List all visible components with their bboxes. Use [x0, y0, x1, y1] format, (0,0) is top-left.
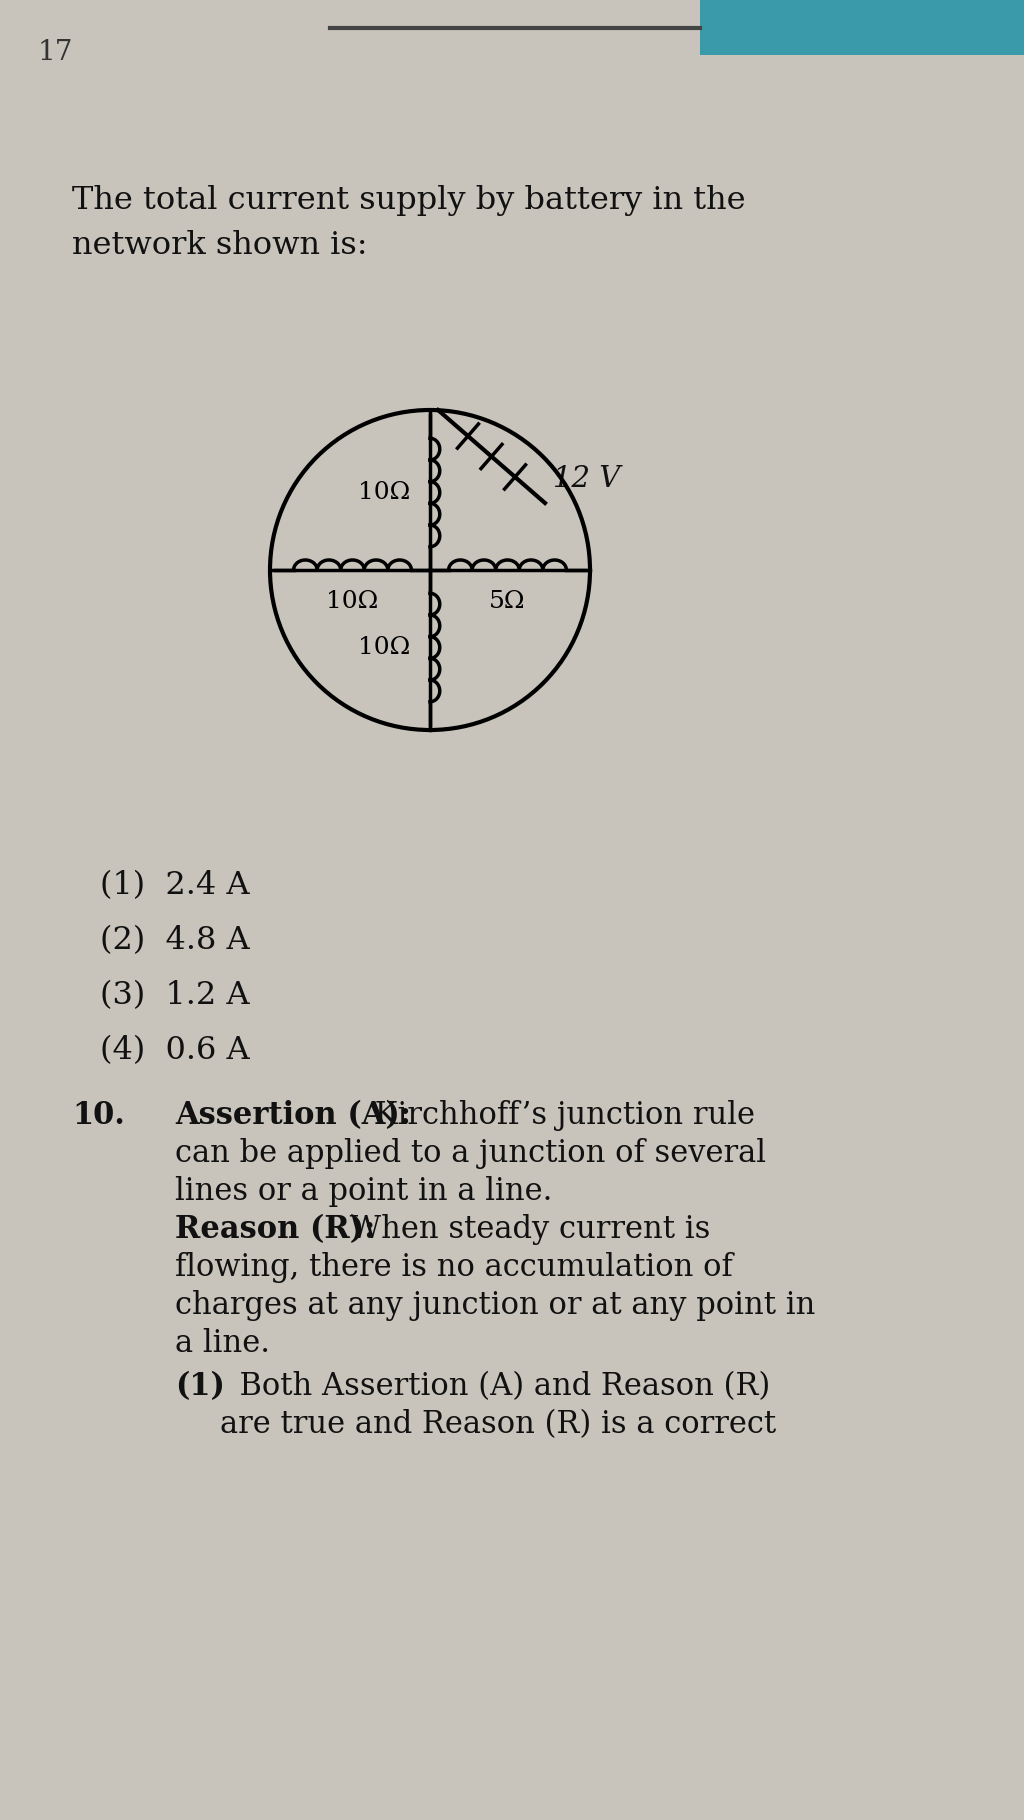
- Text: (1)  2.4 A: (1) 2.4 A: [100, 870, 250, 901]
- Text: flowing, there is no accumulation of: flowing, there is no accumulation of: [175, 1252, 733, 1283]
- Text: lines or a point in a line.: lines or a point in a line.: [175, 1176, 552, 1207]
- Text: (2)  4.8 A: (2) 4.8 A: [100, 925, 250, 956]
- Text: 10Ω: 10Ω: [358, 480, 411, 504]
- Bar: [700, 0, 1024, 55]
- Text: a line.: a line.: [175, 1329, 270, 1360]
- Text: 12 V: 12 V: [553, 464, 621, 493]
- Text: The total current supply by battery in the: The total current supply by battery in t…: [72, 186, 745, 217]
- Text: 10Ω: 10Ω: [327, 590, 379, 613]
- Text: 10Ω: 10Ω: [358, 635, 411, 659]
- Text: Kirchhoff’s junction rule: Kirchhoff’s junction rule: [365, 1099, 755, 1130]
- Text: network shown is:: network shown is:: [72, 229, 368, 260]
- Text: 10.: 10.: [72, 1099, 125, 1130]
- Text: are true and Reason (R) is a correct: are true and Reason (R) is a correct: [220, 1409, 776, 1440]
- Text: charges at any junction or at any point in: charges at any junction or at any point …: [175, 1290, 815, 1321]
- Text: Assertion (A):: Assertion (A):: [175, 1099, 411, 1130]
- Text: (1): (1): [175, 1370, 225, 1401]
- Text: When steady current is: When steady current is: [340, 1214, 711, 1245]
- Text: Reason (R):: Reason (R):: [175, 1214, 376, 1245]
- Text: Both Assertion (A) and Reason (R): Both Assertion (A) and Reason (R): [220, 1370, 770, 1401]
- Text: (4)  0.6 A: (4) 0.6 A: [100, 1036, 250, 1067]
- Text: 5Ω: 5Ω: [489, 590, 525, 613]
- Text: (3)  1.2 A: (3) 1.2 A: [100, 979, 250, 1010]
- Text: can be applied to a junction of several: can be applied to a junction of several: [175, 1138, 766, 1168]
- Text: 17: 17: [38, 38, 74, 66]
